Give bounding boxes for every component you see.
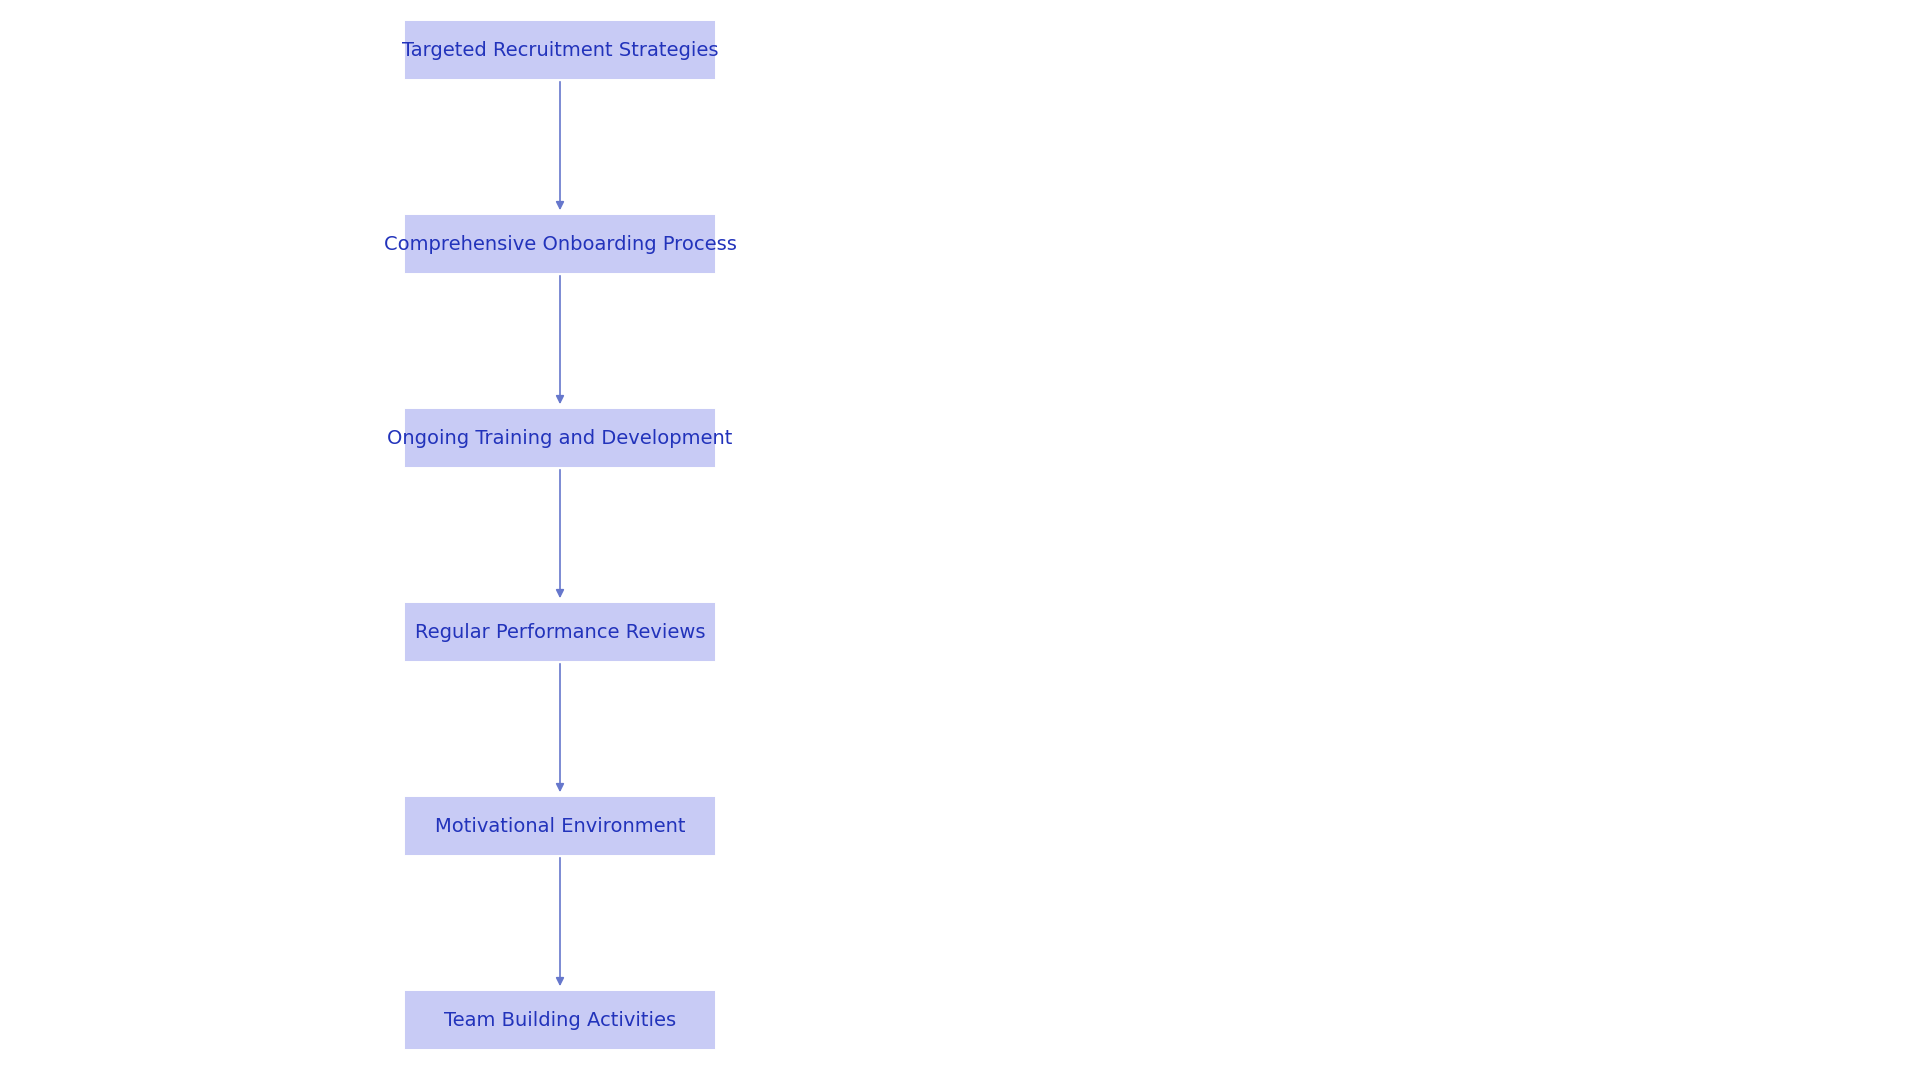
Text: Targeted Recruitment Strategies: Targeted Recruitment Strategies bbox=[401, 40, 718, 60]
Text: Motivational Environment: Motivational Environment bbox=[434, 817, 685, 835]
FancyBboxPatch shape bbox=[405, 214, 714, 273]
Text: Ongoing Training and Development: Ongoing Training and Development bbox=[388, 429, 733, 447]
FancyBboxPatch shape bbox=[405, 603, 714, 661]
FancyBboxPatch shape bbox=[405, 797, 714, 856]
Text: Team Building Activities: Team Building Activities bbox=[444, 1010, 676, 1030]
Text: Regular Performance Reviews: Regular Performance Reviews bbox=[415, 623, 705, 641]
Text: Comprehensive Onboarding Process: Comprehensive Onboarding Process bbox=[384, 235, 737, 253]
FancyBboxPatch shape bbox=[405, 21, 714, 79]
FancyBboxPatch shape bbox=[405, 991, 714, 1049]
FancyBboxPatch shape bbox=[405, 409, 714, 467]
